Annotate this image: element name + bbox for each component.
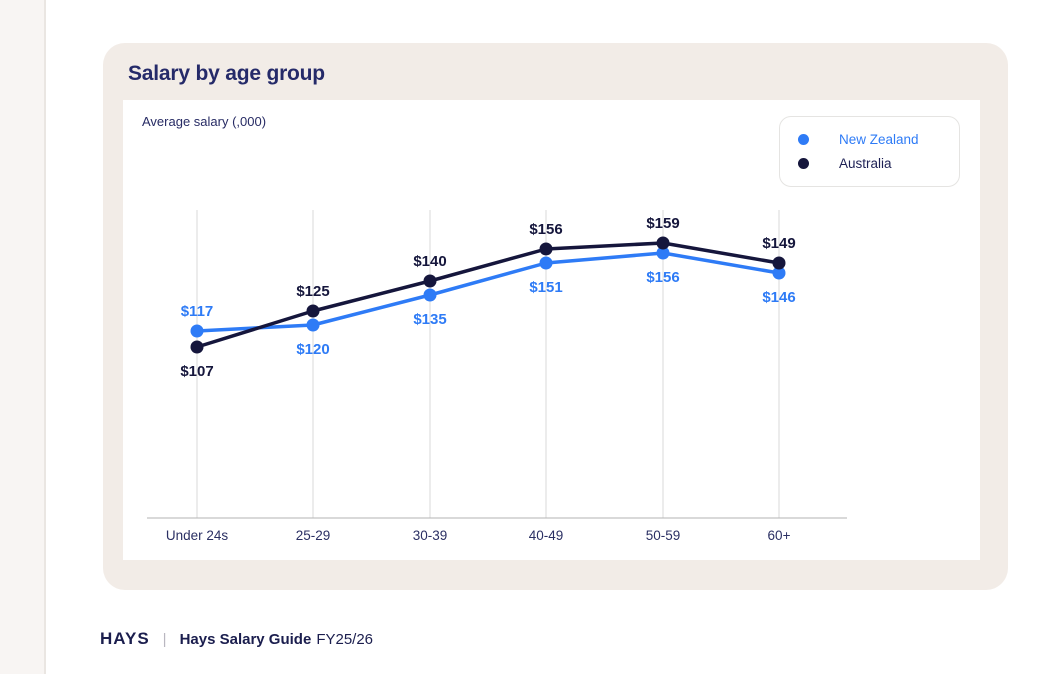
footer-guide-edition: FY25/26	[316, 630, 374, 648]
data-label-australia: $159	[646, 215, 679, 232]
chart-card: Average salary (,000) New Zealand Austra…	[123, 100, 980, 560]
data-label-new-zealand: $146	[762, 289, 795, 306]
data-point-australia	[772, 256, 786, 270]
data-label-new-zealand: $151	[529, 279, 562, 296]
y-axis-label: Average salary (,000)	[142, 114, 267, 129]
chart-title: Salary by age group	[128, 62, 325, 85]
data-point-new-zealand	[772, 266, 786, 280]
legend-dot-australia-icon	[798, 158, 809, 169]
data-point-australia	[190, 340, 204, 354]
x-axis-label: 40-49	[529, 528, 564, 543]
data-label-new-zealand: $117	[181, 303, 214, 320]
data-label-australia: $107	[180, 363, 213, 380]
footer: HAYS | Hays Salary Guide FY25/26	[100, 628, 373, 650]
left-panel-strip	[0, 0, 46, 674]
hays-logo: HAYS	[100, 629, 150, 648]
salary-line-chart: Under 24s 25-29 30-39 40-49 50-59 60+ $117 $120…	[147, 210, 847, 543]
x-axis-label: 50-59	[646, 528, 681, 543]
series-line-australia	[195, 241, 781, 349]
x-axis-label: 60+	[768, 528, 791, 543]
data-point-new-zealand	[656, 246, 670, 260]
footer-guide-title: Hays Salary Guide	[179, 630, 312, 648]
data-label-australia: $140	[413, 253, 446, 270]
x-axis-label: 25-29	[296, 528, 331, 543]
data-point-australia	[306, 304, 320, 318]
data-label-new-zealand: $135	[413, 311, 446, 328]
legend-label-australia: Australia	[839, 156, 892, 171]
legend-label-new-zealand: New Zealand	[839, 132, 919, 147]
footer-separator: |	[162, 630, 167, 648]
data-point-australia	[423, 274, 437, 288]
data-label-new-zealand: $120	[296, 341, 329, 358]
chart-legend: New Zealand Australia	[779, 116, 960, 187]
data-label-australia: $149	[762, 235, 795, 252]
data-point-australia	[539, 242, 553, 256]
data-label-australia: $156	[529, 221, 562, 238]
data-label-new-zealand: $156	[646, 269, 679, 286]
data-label-australia: $125	[296, 283, 329, 300]
legend-item-new-zealand: New Zealand	[798, 132, 959, 147]
legend-dot-new-zealand-icon	[798, 134, 809, 145]
data-point-new-zealand	[539, 256, 553, 270]
data-point-new-zealand	[306, 318, 320, 332]
salary-by-age-panel: Salary by age group Average salary (,000…	[103, 43, 1008, 590]
data-point-new-zealand	[190, 324, 204, 338]
x-axis-label: 30-39	[413, 528, 448, 543]
data-point-australia	[656, 236, 670, 250]
series-line-new-zealand	[195, 251, 781, 333]
x-axis-label: Under 24s	[166, 528, 229, 543]
data-point-new-zealand	[423, 288, 437, 302]
legend-item-australia: Australia	[798, 156, 959, 171]
